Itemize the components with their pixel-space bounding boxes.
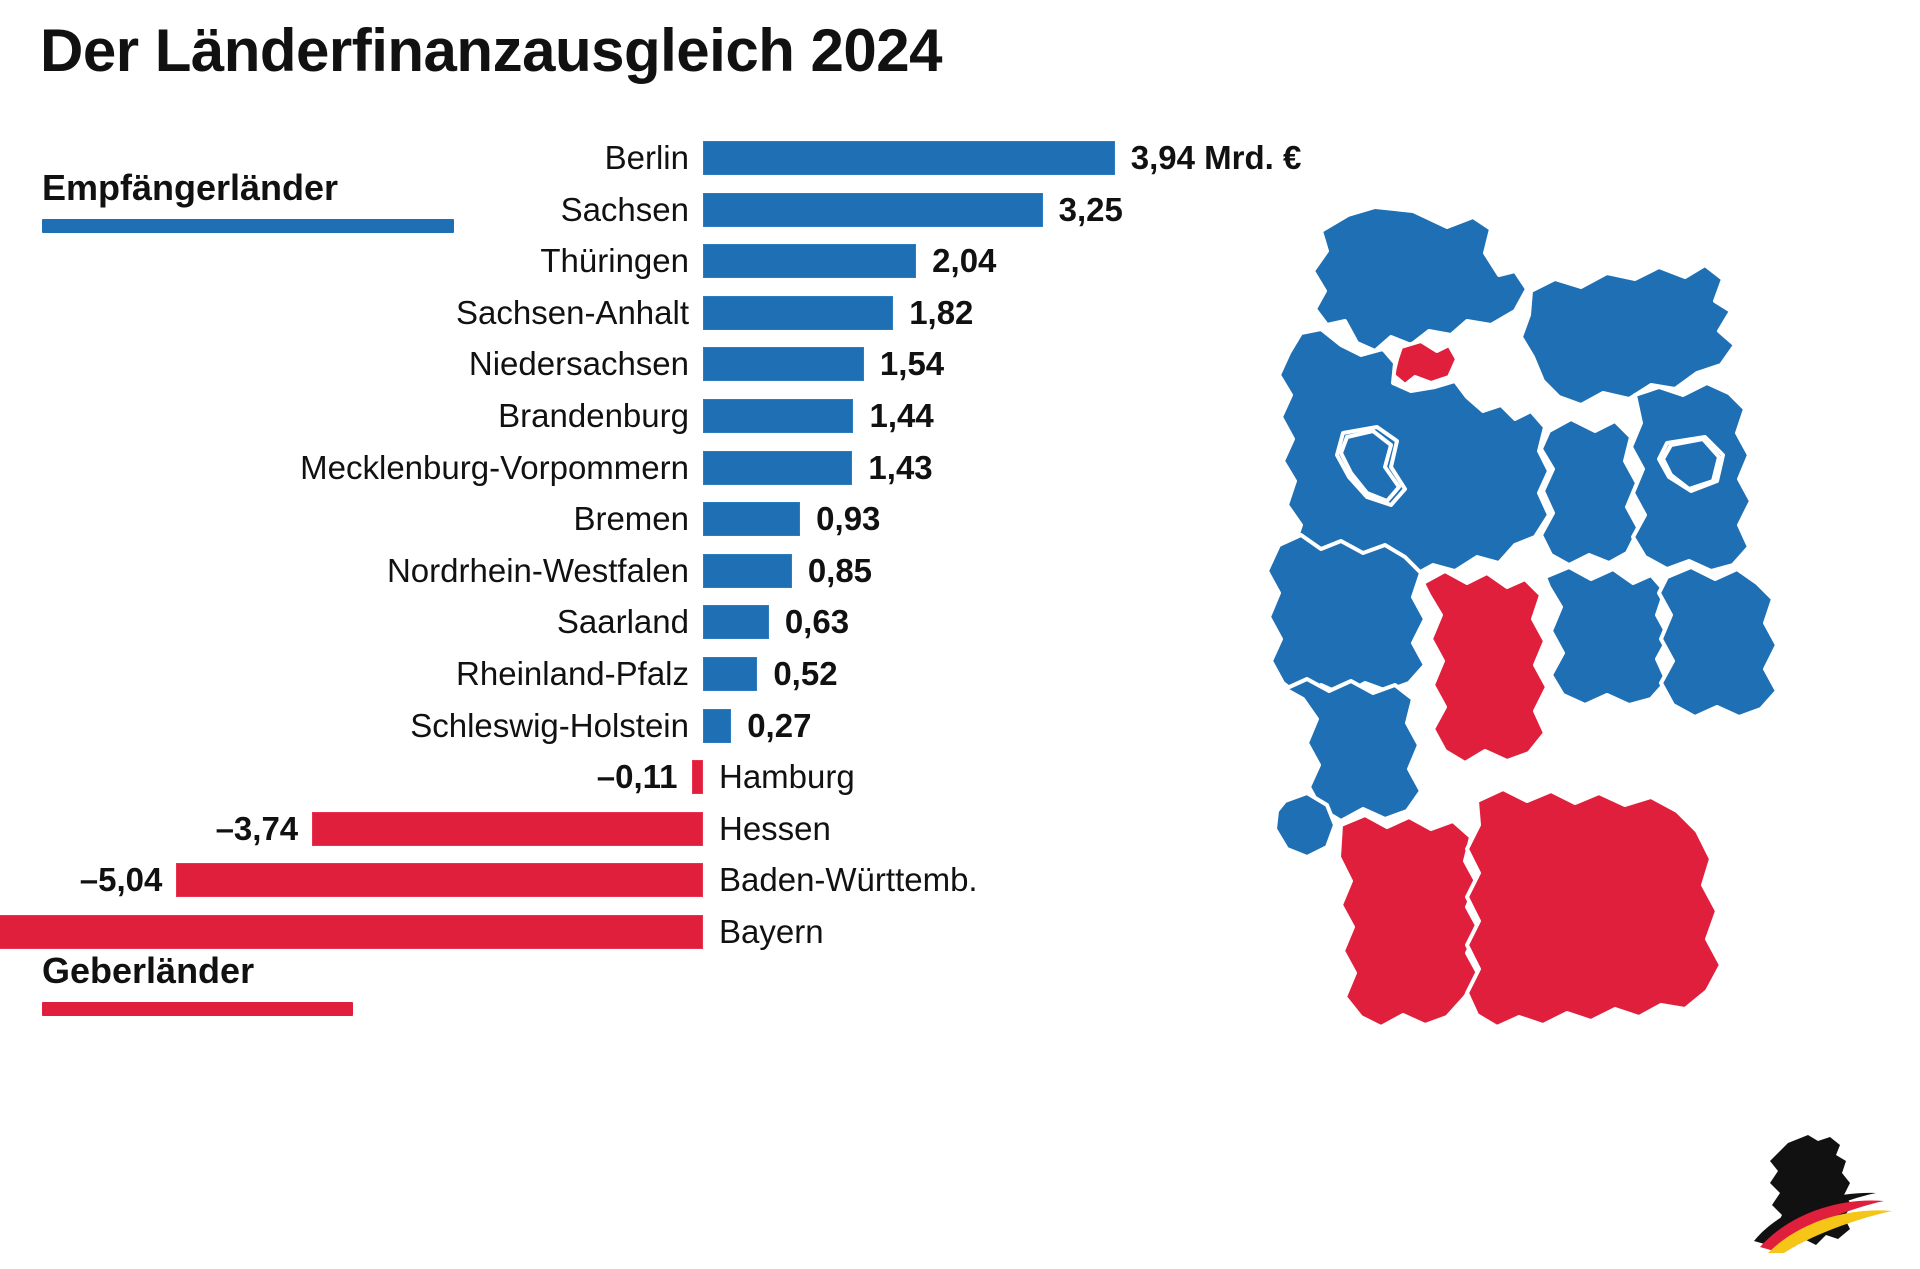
row-state-label: Niedersachsen xyxy=(468,345,689,383)
bar-receiver xyxy=(703,502,801,537)
row-value-label: 0,85 xyxy=(807,551,873,589)
bar-receiver xyxy=(703,450,853,485)
chart-row: Sachsen 3,25 xyxy=(0,187,1230,233)
legend-receivers: Empfängerländer xyxy=(42,170,454,233)
chart-row: Hamburg –0,11 xyxy=(0,754,1230,800)
row-value-label: 0,52 xyxy=(773,655,838,692)
row-value-label: –0,11 xyxy=(596,758,678,796)
row-value-label: 1,43 xyxy=(868,448,933,486)
row-value-label: 1,82 xyxy=(909,293,974,331)
row-value-label: 0,63 xyxy=(784,603,850,641)
legend-receivers-label: Empfängerländer xyxy=(42,167,339,208)
row-state-label: Sachsen-Anhalt xyxy=(456,293,689,331)
chart-row: Sachsen-Anhalt 1,82 xyxy=(0,290,1230,336)
chart-row: Bayern–9,77 xyxy=(0,909,1230,955)
germany-map-logo xyxy=(1746,1135,1894,1253)
row-value-label: 3,94 Mrd. € xyxy=(1130,139,1302,176)
row-state-label: Bayern xyxy=(719,913,824,950)
chart-row: Hessen –3,74 xyxy=(0,806,1230,852)
chart-row: Schleswig-Holstein 0,27 xyxy=(0,703,1230,749)
row-value-label: 1,54 xyxy=(879,345,945,383)
row-state-label: Schleswig-Holstein xyxy=(410,706,689,744)
chart-row: Berlin 3,94 Mrd. € xyxy=(0,135,1302,181)
map-state-hamburg xyxy=(1391,339,1459,387)
chart-row: Thüringen 2,04 xyxy=(0,238,1230,284)
row-state-label: Hessen xyxy=(719,809,831,847)
map-state-bremen xyxy=(1339,429,1401,503)
map-state-bayern xyxy=(1465,787,1723,1029)
legend-donors: Geberländer xyxy=(42,953,353,1016)
germany-states-map xyxy=(1215,205,1915,1135)
row-value-label: 3,25 xyxy=(1058,190,1123,228)
chart-row: Brandenburg 1,44 xyxy=(0,393,1230,439)
row-state-label: Hamburg xyxy=(719,758,855,796)
chart-row: Bremen 0,93 xyxy=(0,496,1230,542)
chart-row: Baden-Württemb. –5,04 xyxy=(0,857,1230,903)
row-state-label: Rheinland-Pfalz xyxy=(456,655,689,692)
map-state-hessen xyxy=(1421,569,1549,765)
chart-row: Rheinland-Pfalz 0,52 xyxy=(0,651,1230,697)
map-state-sachsen xyxy=(1657,565,1779,719)
row-state-label: Brandenburg xyxy=(498,397,689,434)
row-value-label: –5,04 xyxy=(79,861,163,899)
chart-row: Nordrhein-Westfalen 0,85 xyxy=(0,548,1230,594)
row-state-label: Thüringen xyxy=(540,242,689,280)
legend-donors-label: Geberländer xyxy=(42,950,255,991)
map-state-niedersachsen xyxy=(1277,327,1551,583)
bar-donor xyxy=(176,863,703,898)
row-state-label: Sachsen xyxy=(560,190,689,228)
bar-donor xyxy=(0,915,703,949)
map-state-thueringen xyxy=(1543,565,1671,707)
row-state-label: Berlin xyxy=(604,139,689,176)
bar-chart: Berlin 3,94 Mrd. € Sachsen 3,25 Thüringen 2,0… xyxy=(0,135,1302,955)
bar-donor xyxy=(691,760,703,795)
bar-receiver xyxy=(703,244,917,279)
chart-row: Mecklenburg-Vorpommern 1,43 xyxy=(0,445,1230,491)
bar-receiver xyxy=(703,708,732,743)
bar-receiver xyxy=(703,399,854,433)
bar-receiver xyxy=(703,192,1043,227)
bar-receiver xyxy=(703,295,894,330)
bar-receiver xyxy=(703,553,792,588)
legend-receivers-rule xyxy=(42,219,454,233)
bar-receiver xyxy=(703,605,769,640)
row-value-label: 0,27 xyxy=(747,706,812,744)
page-title: Der Länderfinanzausgleich 2024 xyxy=(40,17,943,84)
bar-receiver xyxy=(703,657,758,691)
row-state-label: Mecklenburg-Vorpommern xyxy=(300,448,689,486)
map-state-rheinland-pfalz xyxy=(1283,677,1423,823)
map-state-berlin xyxy=(1661,437,1721,491)
bar-receiver xyxy=(703,347,864,382)
map-state-nordrhein-westfalen xyxy=(1265,533,1427,699)
row-value-label: 2,04 xyxy=(932,242,997,280)
chart-row: Saarland 0,63 xyxy=(0,599,1230,645)
row-state-label: Baden-Württemb. xyxy=(719,861,978,899)
map-state-sachsen-anhalt xyxy=(1539,417,1641,567)
bar-donor xyxy=(312,811,703,846)
logo-swoosh-gold xyxy=(1768,1210,1892,1253)
row-value-label: 1,44 xyxy=(869,397,934,434)
logo-swoosh-black xyxy=(1754,1192,1876,1245)
map-state-saarland xyxy=(1273,791,1337,859)
bar-receiver xyxy=(703,141,1115,175)
row-value-label: –3,74 xyxy=(215,809,299,847)
row-state-label: Nordrhein-Westfalen xyxy=(386,551,689,589)
row-value-label: 0,93 xyxy=(816,500,881,538)
row-state-label: Saarland xyxy=(556,603,689,641)
map-state-mecklenburg-vorpommern xyxy=(1519,263,1737,407)
map-state-baden-wuerttemberg xyxy=(1337,813,1481,1029)
row-state-label: Bremen xyxy=(573,500,689,538)
chart-row: Niedersachsen 1,54 xyxy=(0,341,1230,387)
legend-donors-rule xyxy=(42,1002,353,1016)
map-state-schleswig-holstein xyxy=(1311,205,1529,353)
